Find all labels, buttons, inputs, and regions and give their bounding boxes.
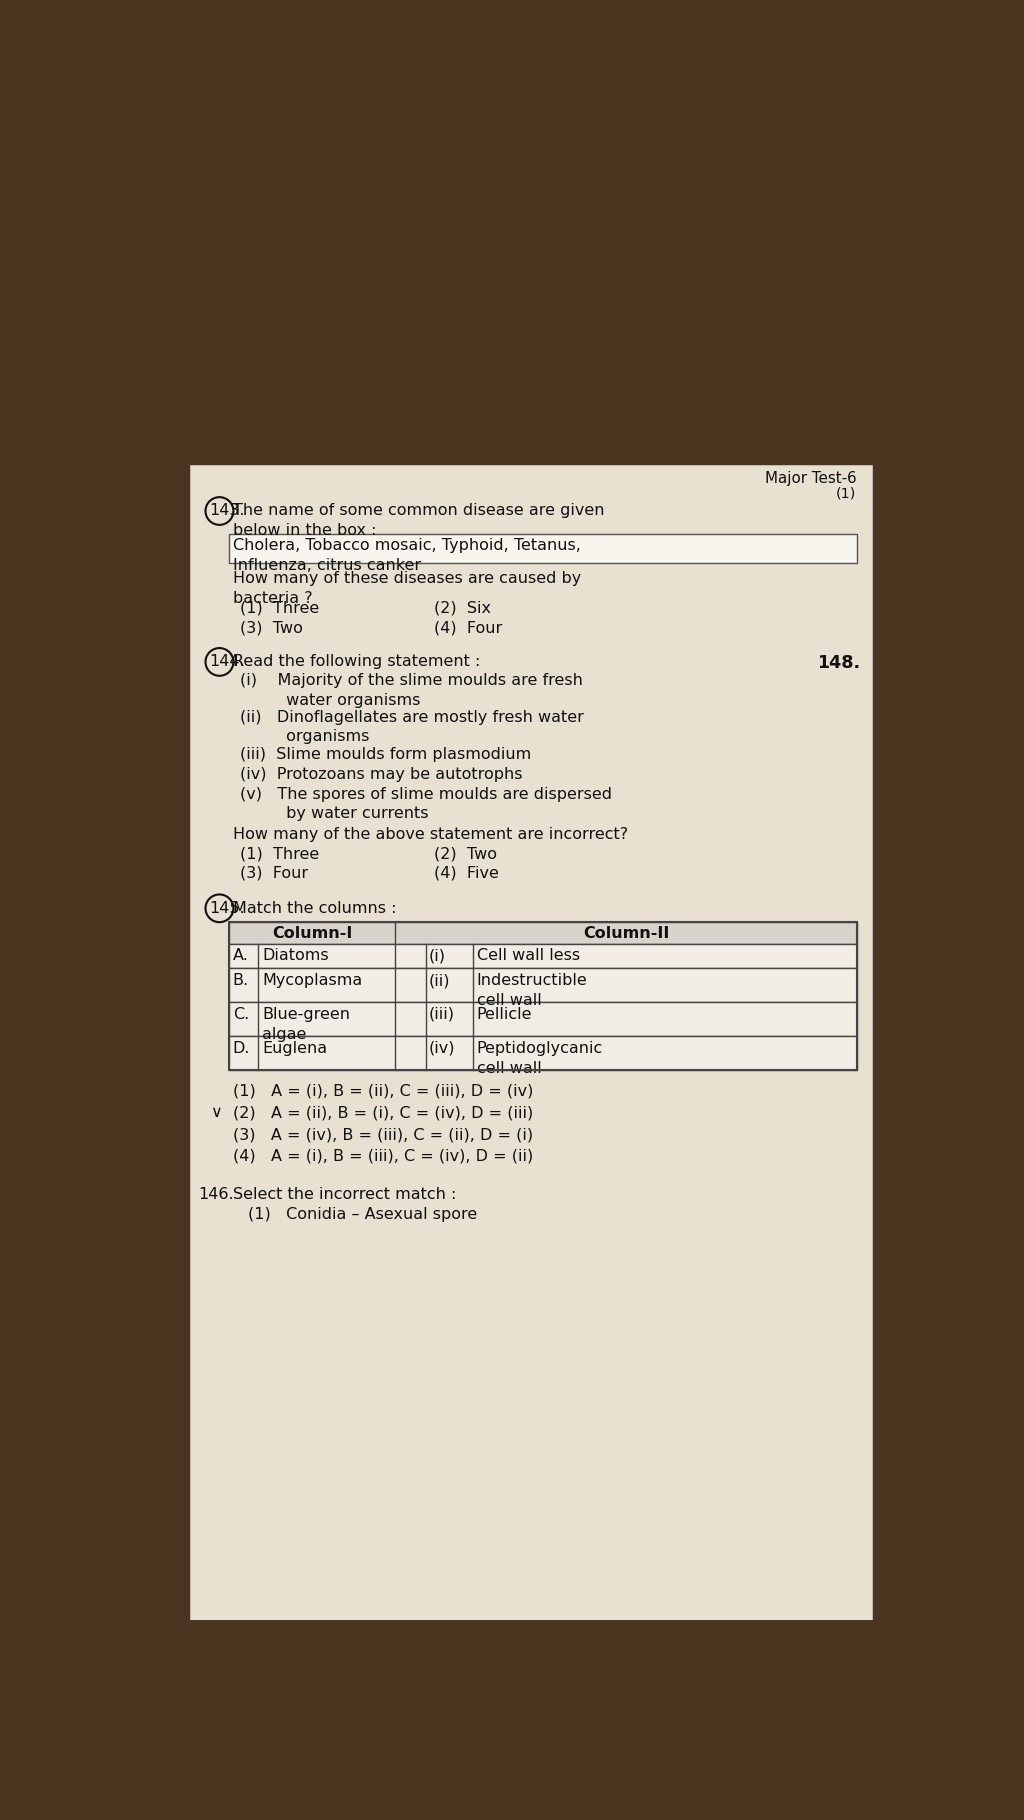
Bar: [228, 923, 856, 945]
Bar: [228, 1036, 856, 1070]
Text: (iii): (iii): [429, 1006, 455, 1021]
Text: 145.: 145.: [209, 901, 245, 915]
Text: (i): (i): [429, 948, 445, 963]
Text: 148.: 148.: [817, 653, 860, 672]
Text: 146.: 146.: [198, 1187, 233, 1201]
Text: (iii)  Slime moulds form plasmodium: (iii) Slime moulds form plasmodium: [241, 746, 531, 761]
Text: B.: B.: [232, 974, 249, 988]
Text: (2)  Six: (2) Six: [434, 601, 492, 615]
Text: Read the following statement :: Read the following statement :: [232, 653, 480, 670]
Text: (iv): (iv): [429, 1041, 456, 1056]
Text: (1)  Three: (1) Three: [241, 846, 319, 861]
Text: Major Test-6: Major Test-6: [765, 471, 856, 486]
Bar: [128, 218, 922, 480]
Text: (1)  Three: (1) Three: [241, 601, 319, 615]
Text: (1): (1): [837, 486, 856, 501]
Text: ∨: ∨: [211, 1105, 222, 1121]
Text: A.: A.: [232, 948, 249, 963]
Text: Indestructible
cell wall: Indestructible cell wall: [477, 974, 588, 1008]
Text: (ii): (ii): [429, 974, 451, 988]
Text: Euglena: Euglena: [262, 1041, 328, 1056]
Text: (4)   A = (i), B = (iii), C = (iv), D = (ii): (4) A = (i), B = (iii), C = (iv), D = (i…: [232, 1148, 532, 1163]
Text: 143.: 143.: [209, 504, 245, 519]
Text: Peptidoglycanic
cell wall: Peptidoglycanic cell wall: [477, 1041, 603, 1076]
Text: (1)   A = (i), B = (ii), C = (iii), D = (iv): (1) A = (i), B = (ii), C = (iii), D = (i…: [232, 1085, 534, 1099]
Text: (2)  Two: (2) Two: [434, 846, 497, 861]
Text: (3)  Four: (3) Four: [241, 864, 308, 881]
Text: Pellicle: Pellicle: [477, 1006, 532, 1021]
Text: (1)   Conidia – Asexual spore: (1) Conidia – Asexual spore: [248, 1207, 477, 1221]
Text: C.: C.: [232, 1006, 249, 1021]
Text: The name of some common disease are given
below in the box :: The name of some common disease are give…: [232, 504, 604, 539]
Text: (2)   A = (ii), B = (i), C = (iv), D = (iii): (2) A = (ii), B = (i), C = (iv), D = (ii…: [232, 1105, 532, 1121]
Text: (3)   A = (iv), B = (iii), C = (ii), D = (i): (3) A = (iv), B = (iii), C = (ii), D = (…: [232, 1127, 532, 1141]
Text: (iv)  Protozoans may be autotrophs: (iv) Protozoans may be autotrophs: [241, 766, 523, 781]
Text: Mycoplasma: Mycoplasma: [262, 974, 362, 988]
Text: (4)  Five: (4) Five: [434, 864, 499, 881]
Text: Column-I: Column-I: [272, 926, 352, 941]
Text: Cell wall less: Cell wall less: [477, 948, 580, 963]
Text: (i)    Majority of the slime moulds are fresh
         water organisms: (i) Majority of the slime moulds are fre…: [241, 673, 584, 708]
Text: Blue-green
algae: Blue-green algae: [262, 1006, 350, 1041]
Bar: [228, 968, 856, 1003]
Text: Match the columns :: Match the columns :: [232, 901, 396, 915]
Text: (ii)   Dinoflagellates are mostly fresh water
         organisms: (ii) Dinoflagellates are mostly fresh wa…: [241, 710, 585, 744]
Text: Column-II: Column-II: [583, 926, 669, 941]
Bar: [228, 533, 856, 564]
Bar: [190, 464, 872, 1620]
Text: How many of these diseases are caused by
bacteria ?: How many of these diseases are caused by…: [232, 571, 581, 606]
Text: (3)  Two: (3) Two: [241, 621, 303, 635]
Text: How many of the above statement are incorrect?: How many of the above statement are inco…: [232, 826, 628, 841]
Text: Select the incorrect match :: Select the incorrect match :: [232, 1187, 456, 1201]
Text: 144.: 144.: [209, 653, 245, 670]
Text: D.: D.: [232, 1041, 250, 1056]
Bar: [228, 923, 856, 1070]
Text: (v)   The spores of slime moulds are dispersed
         by water currents: (v) The spores of slime moulds are dispe…: [241, 786, 612, 821]
Text: (4)  Four: (4) Four: [434, 621, 503, 635]
Bar: [228, 945, 856, 968]
Text: Diatoms: Diatoms: [262, 948, 329, 963]
Bar: [228, 1003, 856, 1036]
Text: Cholera, Tobacco mosaic, Typhoid, Tetanus,
Influenza, citrus canker: Cholera, Tobacco mosaic, Typhoid, Tetanu…: [232, 539, 581, 573]
